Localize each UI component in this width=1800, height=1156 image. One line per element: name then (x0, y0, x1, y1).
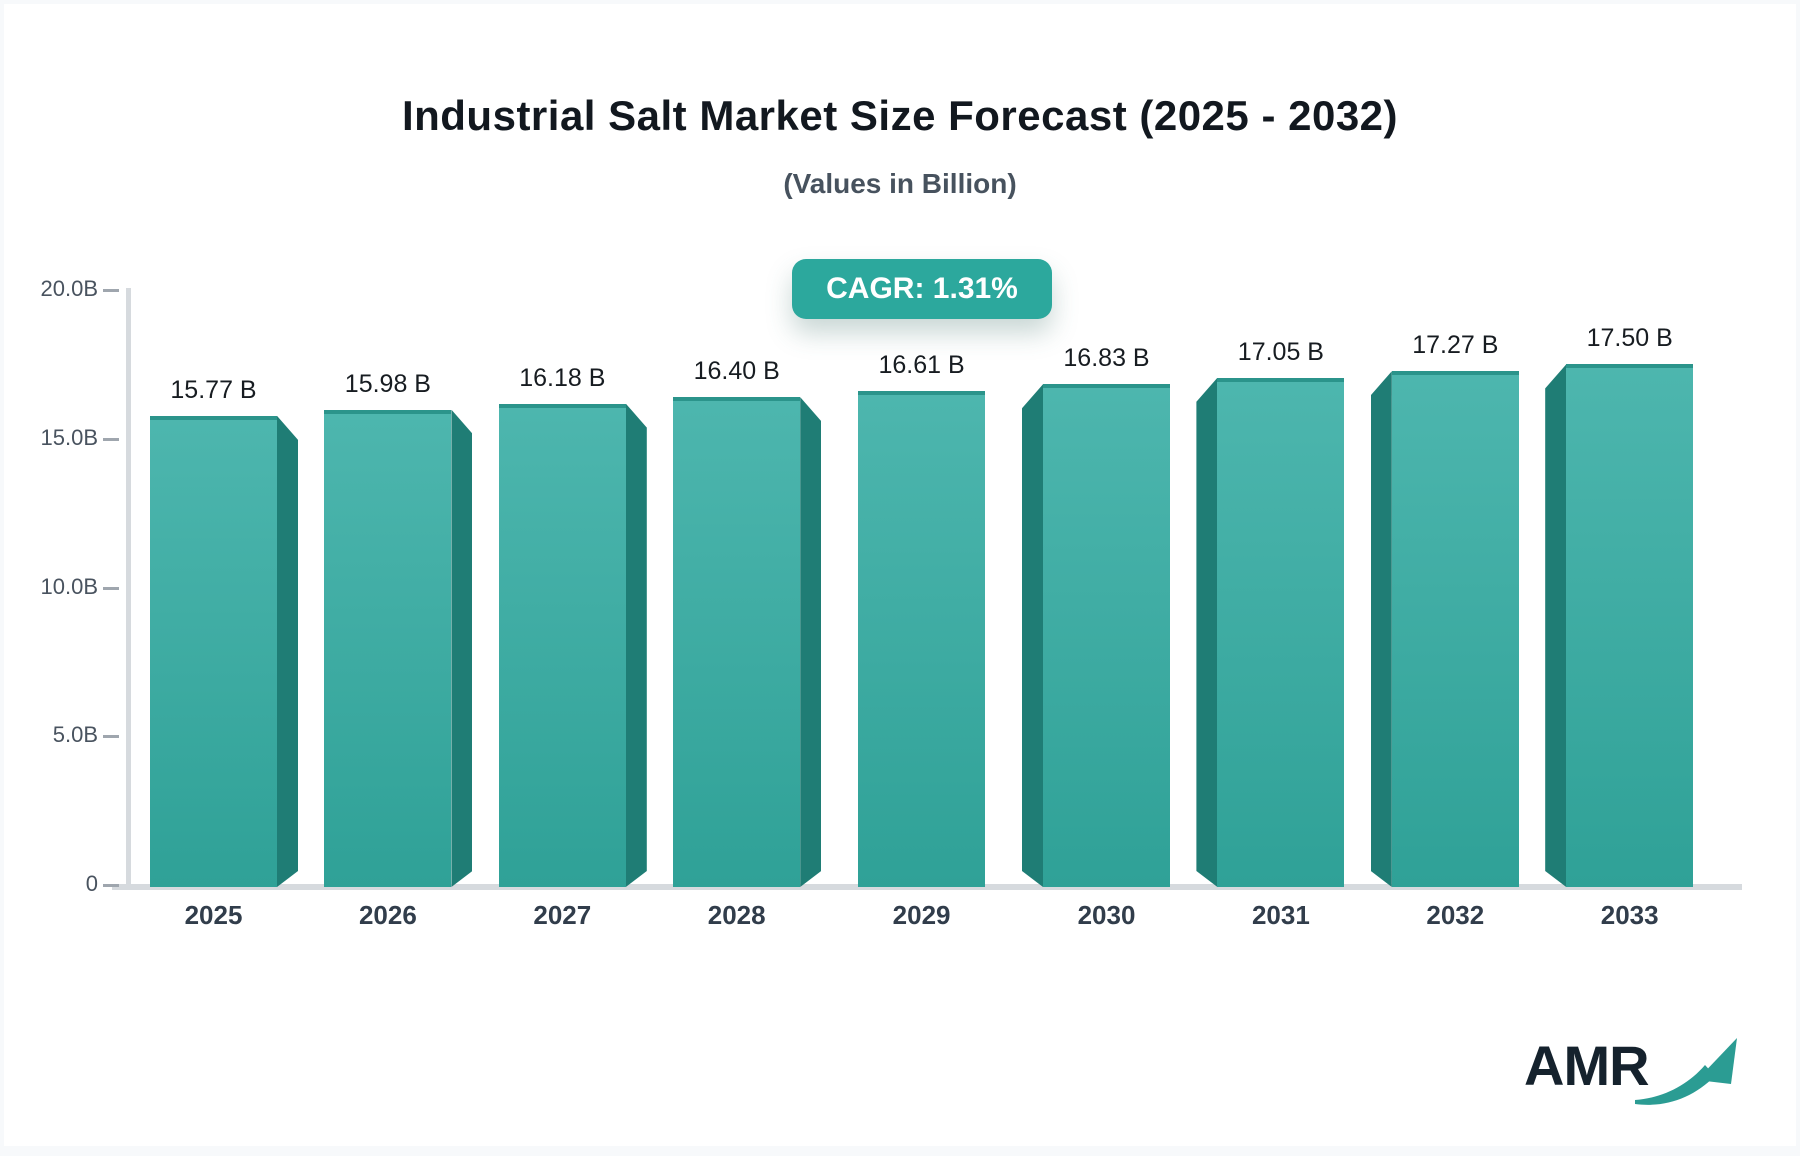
bar-value-label: 17.27 B (1412, 331, 1499, 360)
bar-2025 (150, 415, 277, 887)
x-axis-label: 2027 (533, 900, 592, 930)
x-axis-label: 2031 (1251, 900, 1310, 930)
bar-side-face (451, 410, 472, 887)
y-axis-line (126, 288, 131, 890)
bar-side-face (800, 397, 821, 887)
bar-2026 (324, 409, 452, 887)
x-axis-label: 2032 (1426, 900, 1485, 930)
y-axis-tick-mark (103, 586, 119, 590)
y-axis-tick-label: 5.0B (52, 722, 98, 748)
x-axis-label: 2028 (707, 900, 766, 930)
growth-arrow-icon (1634, 1038, 1737, 1105)
y-axis-tick-mark (103, 735, 119, 739)
bar-value-label: 16.61 B (878, 350, 965, 379)
bar-side-face (626, 404, 647, 887)
y-axis-tick-label: 15.0B (40, 424, 99, 450)
bar-value-label: 16.40 B (693, 357, 780, 386)
y-axis-tick-mark (103, 884, 119, 887)
bar-side-face (1371, 371, 1392, 887)
y-axis-tick-label: 10.0B (40, 573, 99, 599)
x-axis-baseline (112, 884, 1742, 890)
cagr-badge-label: CAGR: 1.31% (826, 272, 1018, 305)
bar-value-label: 17.05 B (1237, 337, 1324, 366)
bar-2028 (673, 397, 801, 887)
x-axis-label: 2026 (358, 900, 417, 930)
bar-value-label: 15.77 B (170, 375, 257, 404)
bar-side-face (1196, 378, 1217, 887)
bar-side-face (1022, 384, 1043, 887)
bar-2033 (1566, 364, 1694, 887)
y-axis-tick-mark (103, 289, 119, 292)
bar-value-label: 17.50 B (1586, 324, 1673, 353)
chart-title: Industrial Salt Market Size Forecast (20… (401, 92, 1399, 139)
x-axis-label: 2033 (1600, 900, 1659, 930)
amr-logo: AMR (1524, 1030, 1759, 1114)
x-axis-label: 2025 (184, 900, 243, 930)
bar-value-label: 16.83 B (1063, 344, 1150, 373)
bar-side-face (1545, 364, 1566, 887)
y-axis-tick-label: 20.0B (40, 276, 99, 301)
bar-2027 (498, 403, 626, 887)
bar-side-face (277, 416, 298, 887)
bar-2029 (858, 390, 986, 887)
cagr-badge: CAGR: 1.31% (792, 259, 1052, 319)
chart-subtitle: (Values in Billion) (783, 168, 1017, 199)
y-axis-tick-mark (103, 437, 119, 441)
bar-2032 (1391, 371, 1519, 887)
amr-logo-text: AMR (1524, 1034, 1650, 1097)
x-axis-label: 2030 (1077, 900, 1136, 930)
bar-2031 (1217, 377, 1345, 887)
bar-2030 (1043, 384, 1170, 887)
x-axis-label: 2029 (892, 900, 951, 930)
y-axis-tick-label: 0 (85, 871, 98, 896)
bar-value-label: 15.98 B (344, 369, 431, 398)
bar-value-label: 16.18 B (519, 363, 606, 392)
